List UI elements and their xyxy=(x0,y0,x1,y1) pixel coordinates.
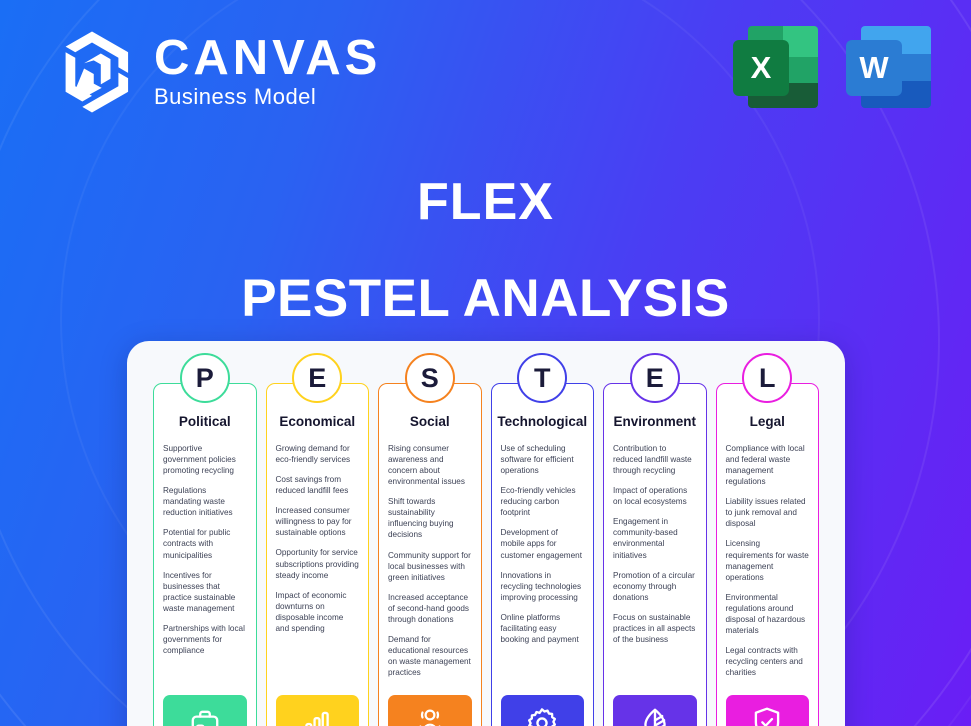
people-group-icon xyxy=(388,695,472,726)
column-letter-badge: L xyxy=(742,353,793,403)
column-item: Community support for local businesses w… xyxy=(388,550,471,582)
column-item: Impact of operations on local ecosystems xyxy=(613,486,688,507)
pestel-column-technological: T Technological Use of scheduling software… xyxy=(490,353,594,726)
column-item: Environmental regulations around disposa… xyxy=(725,592,806,635)
column-item: Demand for educational resources on wast… xyxy=(388,634,471,678)
column-title: Legal xyxy=(749,414,785,429)
bar-chart-icon xyxy=(275,695,359,726)
column-item: Impact of economic downturns on disposab… xyxy=(275,590,347,633)
column-letter-badge: T xyxy=(517,353,568,403)
column-item: Eco-friendly vehicles reducing carbon fo… xyxy=(500,486,576,518)
column-item: Increased acceptance of second-hand good… xyxy=(388,592,470,624)
column-item: Incentives for businesses that practice … xyxy=(163,570,236,613)
hexagon-logo-icon xyxy=(65,31,129,113)
pestel-card: P Political Supportive government policies… xyxy=(127,341,845,726)
column-item: Innovations in recycling technologies im… xyxy=(500,570,582,602)
column-item-list: Growing demand for eco-friendly services… xyxy=(267,443,369,689)
column-item: Contribution to reduced landfill waste t… xyxy=(613,444,692,476)
column-title: Environment xyxy=(613,414,696,429)
column-item: Use of scheduling software for efficient… xyxy=(500,444,574,476)
shield-check-icon xyxy=(725,695,809,726)
excel-letter: X xyxy=(733,40,789,96)
pestel-column-legal: L Legal Compliance with local and federal … xyxy=(715,353,819,726)
column-letter-badge: P xyxy=(179,353,230,403)
gear-icon xyxy=(500,695,584,726)
column-letter-badge: E xyxy=(629,353,680,403)
column-title: Economical xyxy=(279,414,356,429)
excel-icon[interactable]: X xyxy=(733,26,818,108)
column-item: Partnerships with local governments for … xyxy=(163,623,245,655)
brand-name: CANVAS xyxy=(154,31,382,86)
column-item: Focus on sustainable practices in all as… xyxy=(613,612,696,644)
column-title: Technological xyxy=(497,414,588,429)
column-item: Compliance with local and federal waste … xyxy=(725,444,805,487)
column-item: Cost savings from reduced landfill fees xyxy=(275,475,349,496)
column-item: Promotion of a circular economy through … xyxy=(613,570,695,602)
column-item: Licensing requirements for waste managem… xyxy=(725,539,809,582)
column-item-list: Compliance with local and federal waste … xyxy=(717,443,819,689)
word-icon[interactable]: W xyxy=(846,26,931,108)
company-name: FLEX xyxy=(417,173,554,231)
column-item: Increased consumer willingness to pay fo… xyxy=(275,506,352,538)
column-item: Growing demand for eco-friendly services xyxy=(275,444,351,465)
column-title: Political xyxy=(178,414,231,429)
column-item: Supportive government policies promoting… xyxy=(163,444,236,476)
column-item: Rising consumer awareness and concern ab… xyxy=(388,444,465,487)
column-item-list: Supportive government policies promoting… xyxy=(154,443,256,689)
column-item-list: Contribution to reduced landfill waste t… xyxy=(604,443,706,689)
leaf-icon xyxy=(613,695,697,726)
column-item-list: Rising consumer awareness and concern ab… xyxy=(379,443,481,689)
pestel-columns: P Political Supportive government policies… xyxy=(153,353,819,726)
column-item: Development of mobile apps for customer … xyxy=(500,528,582,560)
pestel-column-social: S Social Rising consumer awareness and con… xyxy=(378,353,482,726)
page-title: PESTEL ANALYSIS xyxy=(241,269,730,328)
column-item: Shift towards sustainability influencing… xyxy=(388,497,454,540)
briefcase-icon xyxy=(163,695,247,726)
brand-tagline: Business Model xyxy=(154,84,317,110)
column-item: Engagement in community-based environmen… xyxy=(613,517,678,560)
column-item: Potential for public contracts with muni… xyxy=(163,528,231,560)
pestel-column-economical: E Economical Growing demand for eco-friend… xyxy=(265,353,369,726)
column-item-list: Use of scheduling software for efficient… xyxy=(492,443,594,689)
column-letter-badge: S xyxy=(404,353,455,403)
column-item: Online platforms facilitating easy booki… xyxy=(500,612,579,644)
column-item: Liability issues related to junk removal… xyxy=(725,497,806,529)
brand-logo: CANVAS Business Model xyxy=(48,28,381,116)
export-format-icons: X W xyxy=(733,26,931,108)
column-letter-badge: E xyxy=(292,353,343,403)
column-item: Regulations mandating waste reduction in… xyxy=(163,486,233,518)
column-title: Social xyxy=(409,414,450,429)
word-letter: W xyxy=(846,40,902,96)
column-item: Legal contracts with recycling centers a… xyxy=(725,645,803,678)
column-item: Opportunity for service subscriptions pr… xyxy=(275,548,359,580)
pestel-column-environment: E Environment Contribution to reduced land… xyxy=(603,353,707,726)
pestel-column-political: P Political Supportive government policies… xyxy=(153,353,257,726)
